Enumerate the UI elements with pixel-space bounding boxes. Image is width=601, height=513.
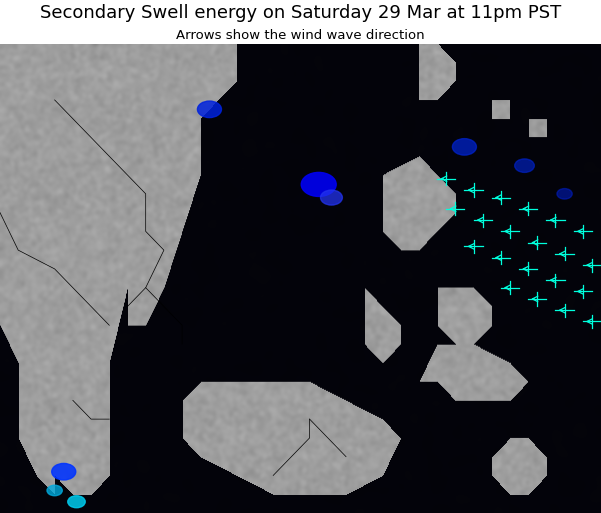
Ellipse shape xyxy=(197,101,221,117)
Text: Secondary Swell energy on Saturday 29 Mar at 11pm PST: Secondary Swell energy on Saturday 29 Ma… xyxy=(40,4,561,22)
Ellipse shape xyxy=(47,485,63,496)
Text: Arrows show the wind wave direction: Arrows show the wind wave direction xyxy=(176,29,425,42)
Ellipse shape xyxy=(557,189,572,199)
Ellipse shape xyxy=(514,159,534,172)
Ellipse shape xyxy=(301,172,336,196)
Ellipse shape xyxy=(320,190,343,205)
Ellipse shape xyxy=(453,139,477,155)
Ellipse shape xyxy=(52,463,76,480)
Ellipse shape xyxy=(68,496,85,508)
